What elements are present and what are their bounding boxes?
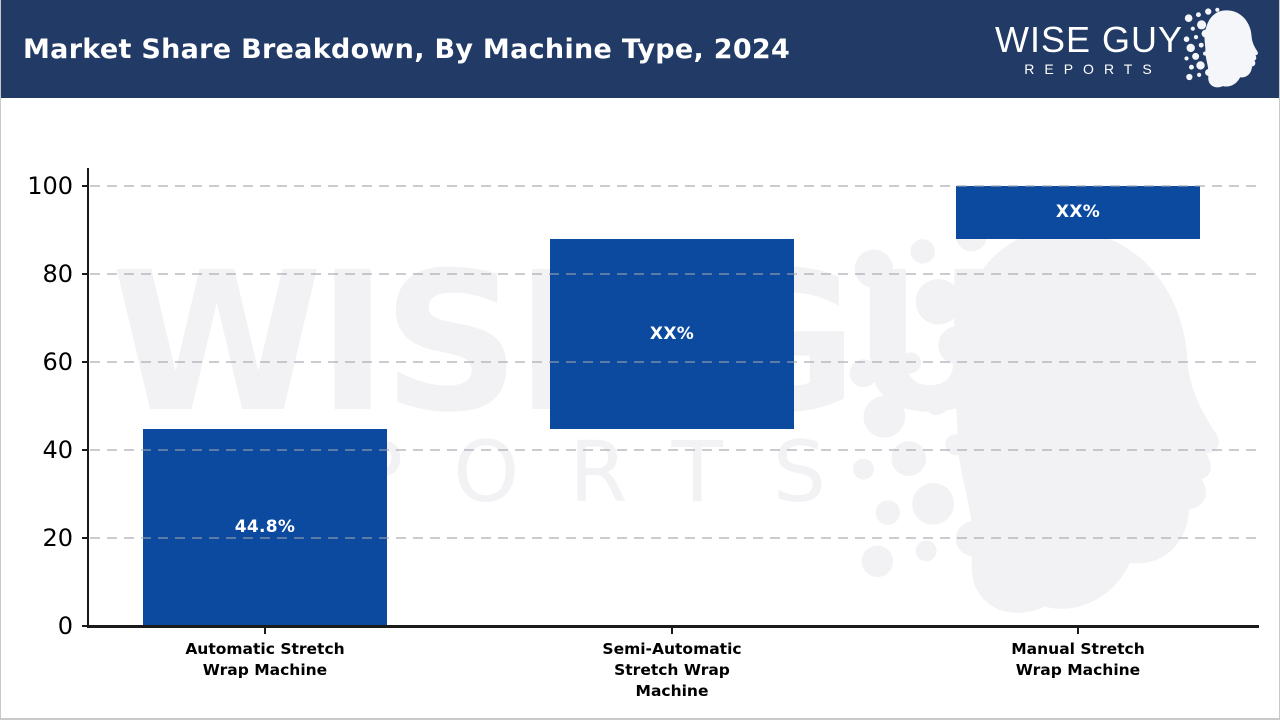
- bar-value-label: XX%: [1055, 202, 1101, 223]
- y-tick-label: 60: [42, 348, 73, 376]
- bar-value-label: 44.8%: [234, 517, 296, 538]
- x-category-label-line: Semi-Automatic: [602, 640, 742, 658]
- x-category-label-line: Machine: [635, 682, 709, 700]
- y-tick-40: [82, 449, 89, 451]
- bar-segment: XX%: [550, 238, 794, 429]
- x-axis-line: [87, 625, 1259, 628]
- brand-logo: WISE GUY REPORTS: [995, 7, 1267, 91]
- bar-segment: 44.8%: [143, 428, 387, 626]
- x-tick: [264, 626, 266, 634]
- x-category-label: Semi-Automatic Stretch Wrap Machine: [502, 639, 842, 702]
- gridline-100: [90, 185, 1259, 187]
- y-tick-20: [82, 537, 89, 539]
- header: Market Share Breakdown, By Machine Type,…: [1, 0, 1279, 98]
- gridline-20: [90, 537, 1259, 539]
- y-tick-label: 80: [42, 260, 73, 288]
- gridline-60: [90, 361, 1259, 363]
- x-category-label-line: Manual Stretch: [1011, 640, 1145, 658]
- x-tick: [671, 626, 673, 634]
- y-tick-label: 20: [42, 524, 73, 552]
- brand-logo-text: WISE GUY REPORTS: [994, 19, 1183, 78]
- x-category-label-line: Wrap Machine: [1015, 661, 1141, 679]
- bar-value-label: XX%: [649, 323, 695, 344]
- y-tick-0: [82, 625, 89, 627]
- x-category-label: Automatic Stretch Wrap Machine: [95, 639, 435, 681]
- x-category-label-line: Automatic Stretch: [185, 640, 345, 658]
- y-tick-label: 100: [27, 172, 73, 200]
- y-tick-label: 40: [42, 436, 73, 464]
- y-axis-line: [87, 168, 89, 628]
- x-tick: [1077, 626, 1079, 634]
- x-category-label-line: Wrap Machine: [202, 661, 328, 679]
- y-tick-80: [82, 273, 89, 275]
- brand-subtitle: REPORTS: [1024, 61, 1162, 77]
- y-tick-100: [82, 185, 89, 187]
- bar-segment: XX%: [956, 186, 1200, 239]
- x-category-label: Manual Stretch Wrap Machine: [908, 639, 1248, 681]
- x-category-label-line: Stretch Wrap: [614, 661, 730, 679]
- gridline-40: [90, 449, 1259, 451]
- brand-name: WISE GUY: [994, 19, 1183, 60]
- gridline-80: [90, 273, 1259, 275]
- brand-head-icon: [1183, 7, 1258, 88]
- watermark-head-icon: [849, 216, 1219, 613]
- page-title: Market Share Breakdown, By Machine Type,…: [23, 33, 791, 65]
- y-tick-label: 0: [57, 612, 73, 640]
- y-tick-60: [82, 361, 89, 363]
